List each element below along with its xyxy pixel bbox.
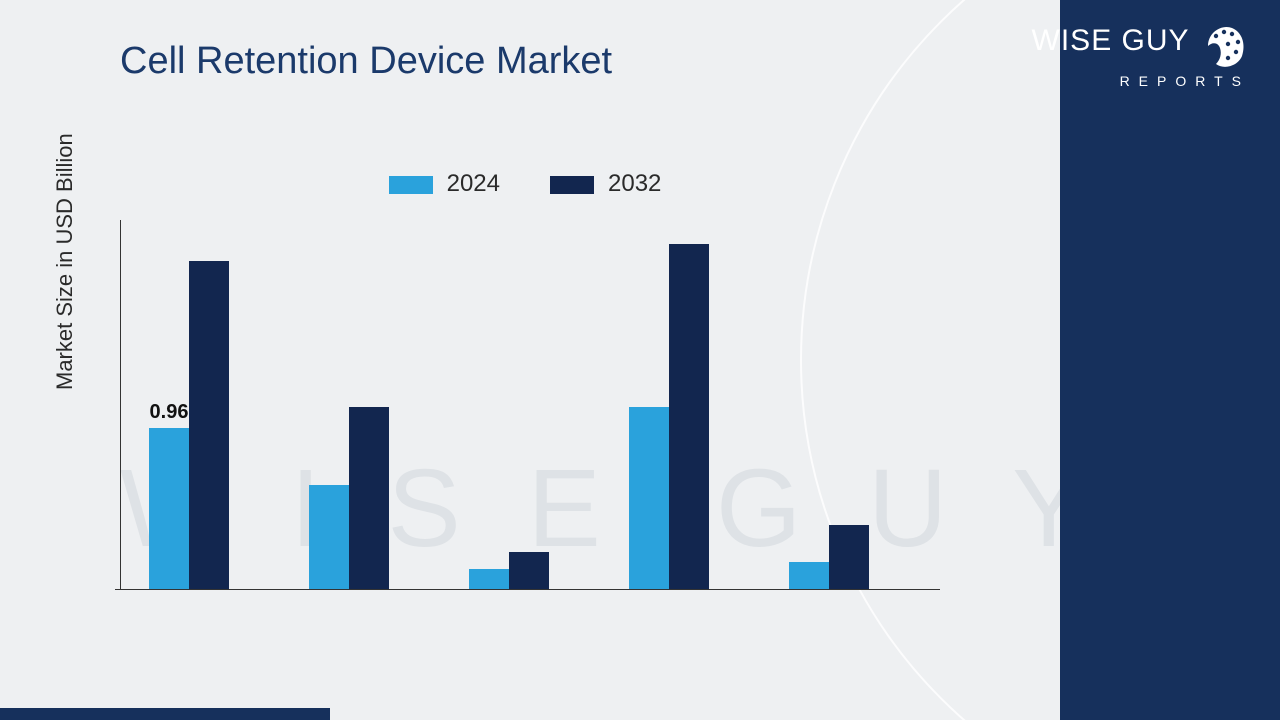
bar-2024 (149, 428, 189, 589)
y-axis-label: Market Size in USD Billion (52, 133, 78, 390)
bar-2024 (789, 562, 829, 589)
bar-2032 (669, 244, 709, 589)
legend-swatch-2032 (550, 176, 594, 194)
bar-2032 (509, 552, 549, 589)
legend-label-2024: 2024 (447, 170, 500, 197)
brand-line2: REPORTS (1032, 72, 1250, 92)
bar-value-label: 0.96 (139, 401, 199, 424)
right-band (1060, 0, 1280, 720)
bottom-accent-bar (0, 708, 330, 720)
chart: Market Size in USD Billion 2024 2032 0.9… (90, 170, 960, 670)
axis-tick (115, 589, 121, 590)
legend: 2024 2032 (90, 170, 960, 198)
bar-2024 (309, 485, 349, 589)
legend-label-2032: 2032 (608, 170, 661, 197)
bar-2032 (829, 525, 869, 589)
plot-area: 0.96NORTHAMERICAEUROPESOUTHAMERICAASIAPA… (120, 220, 940, 590)
chart-title: Cell Retention Device Market (120, 40, 612, 83)
legend-item-2024: 2024 (389, 170, 500, 198)
bar-2032 (349, 407, 389, 589)
brand-logo: WISE GUY REPORTS (1032, 20, 1250, 92)
report-slide: WISE GUY REPORTS Cell Retention Device M… (0, 0, 1280, 720)
brand-line1: WISE GUY (1032, 24, 1190, 57)
bar-2024 (629, 407, 669, 589)
bar-2032 (189, 261, 229, 589)
brain-icon (1198, 20, 1250, 72)
bar-2024 (469, 569, 509, 589)
legend-swatch-2024 (389, 176, 433, 194)
legend-item-2032: 2032 (550, 170, 661, 198)
